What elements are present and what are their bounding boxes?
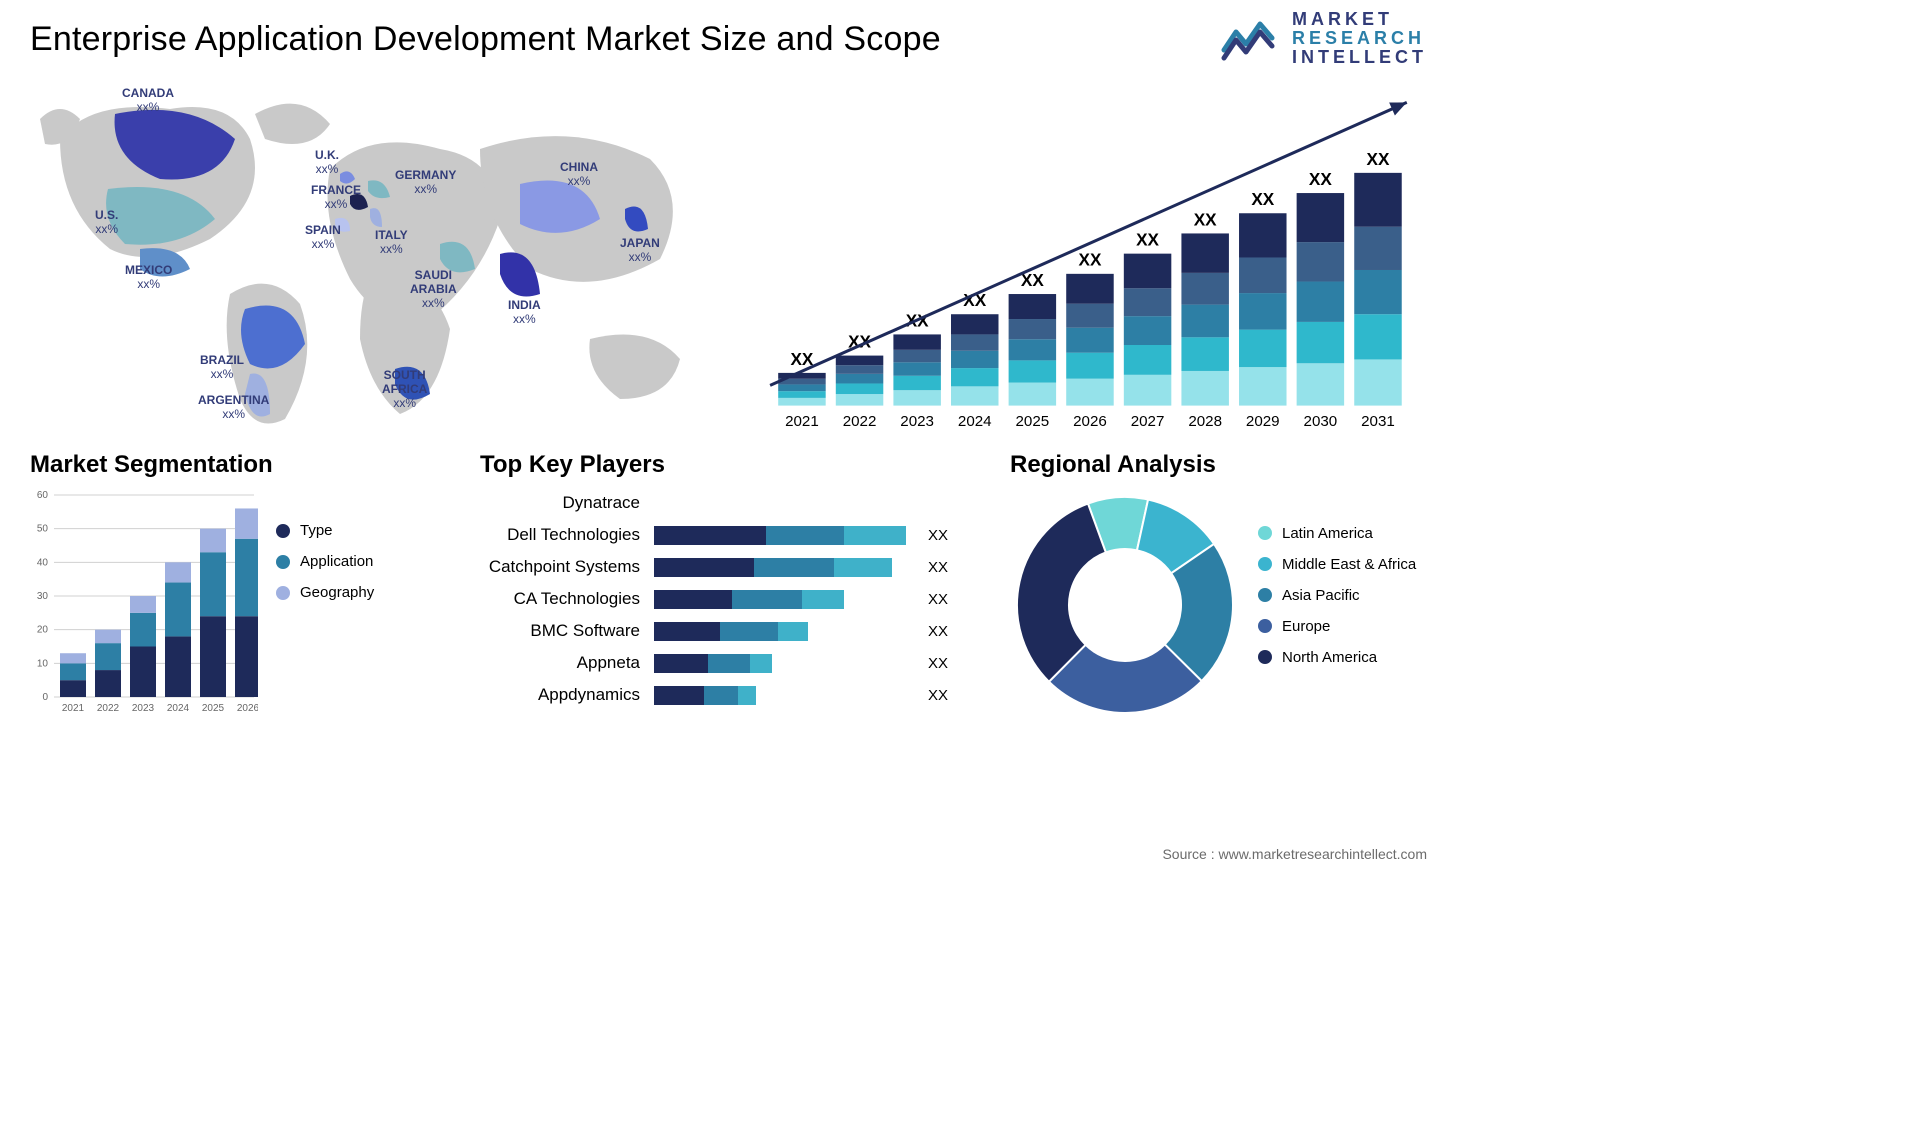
svg-text:20: 20 bbox=[37, 625, 49, 636]
logo-line3: INTELLECT bbox=[1292, 48, 1427, 67]
player-name: Catchpoint Systems bbox=[480, 557, 640, 577]
svg-text:2026: 2026 bbox=[237, 703, 258, 714]
map-label: FRANCExx% bbox=[311, 184, 361, 212]
player-value: XX bbox=[928, 655, 948, 672]
player-row: CA Technologies XX bbox=[480, 583, 980, 615]
player-name: BMC Software bbox=[480, 621, 640, 641]
player-row: Dynatrace bbox=[480, 487, 980, 519]
svg-text:2024: 2024 bbox=[167, 703, 190, 714]
svg-text:XX: XX bbox=[1079, 250, 1102, 270]
map-label: SPAINxx% bbox=[305, 224, 341, 252]
logo-line1: MARKET bbox=[1292, 10, 1427, 29]
map-label: SAUDIARABIAxx% bbox=[410, 269, 457, 310]
player-row: Appneta XX bbox=[480, 647, 980, 679]
legend-item: Europe bbox=[1258, 618, 1416, 635]
market-size-bar-chart: XX2021XX2022XX2023XX2024XX2025XX2026XX20… bbox=[760, 69, 1427, 439]
svg-text:2030: 2030 bbox=[1304, 413, 1338, 430]
player-name: Appneta bbox=[480, 653, 640, 673]
player-value: XX bbox=[928, 527, 948, 544]
key-players-title: Top Key Players bbox=[480, 451, 980, 479]
player-row: BMC Software XX bbox=[480, 615, 980, 647]
svg-text:XX: XX bbox=[1194, 209, 1217, 229]
source-attribution: Source : www.marketresearchintellect.com bbox=[1162, 846, 1427, 862]
svg-text:2021: 2021 bbox=[785, 413, 819, 430]
player-bar bbox=[654, 654, 914, 673]
logo-line2: RESEARCH bbox=[1292, 29, 1427, 48]
svg-text:2025: 2025 bbox=[202, 703, 225, 714]
svg-text:2021: 2021 bbox=[62, 703, 85, 714]
svg-text:2023: 2023 bbox=[132, 703, 155, 714]
world-map: CANADAxx% U.S.xx% MEXICOxx% BRAZILxx% ARGENT… bbox=[30, 69, 730, 439]
player-bar bbox=[654, 590, 914, 609]
map-label: SOUTHAFRICAxx% bbox=[382, 369, 427, 410]
map-label: GERMANYxx% bbox=[395, 169, 456, 197]
player-row: Dell Technologies XX bbox=[480, 519, 980, 551]
svg-text:XX: XX bbox=[1309, 169, 1332, 189]
svg-text:40: 40 bbox=[37, 557, 49, 568]
legend-item: Asia Pacific bbox=[1258, 587, 1416, 604]
svg-text:2025: 2025 bbox=[1016, 413, 1050, 430]
player-value: XX bbox=[928, 591, 948, 608]
key-players-panel: Top Key Players Dynatrace Dell Technologi… bbox=[480, 451, 980, 741]
svg-text:60: 60 bbox=[37, 490, 49, 501]
svg-text:2022: 2022 bbox=[843, 413, 877, 430]
player-value: XX bbox=[928, 687, 948, 704]
svg-text:0: 0 bbox=[42, 692, 48, 703]
brand-logo: MARKET RESEARCH INTELLECT bbox=[1220, 10, 1427, 67]
svg-text:XX: XX bbox=[1251, 189, 1274, 209]
legend-item: Geography bbox=[276, 584, 374, 601]
player-name: Appdynamics bbox=[480, 685, 640, 705]
svg-text:10: 10 bbox=[37, 658, 49, 669]
page-title: Enterprise Application Development Marke… bbox=[30, 20, 1427, 59]
map-label: MEXICOxx% bbox=[125, 264, 172, 292]
svg-text:XX: XX bbox=[1136, 230, 1159, 250]
legend-item: North America bbox=[1258, 649, 1416, 666]
map-label: U.K.xx% bbox=[315, 149, 339, 177]
player-name: Dynatrace bbox=[480, 493, 640, 513]
svg-text:2022: 2022 bbox=[97, 703, 120, 714]
svg-text:30: 30 bbox=[37, 591, 49, 602]
map-label: JAPANxx% bbox=[620, 237, 660, 265]
svg-text:2027: 2027 bbox=[1131, 413, 1165, 430]
brand-mark-icon bbox=[1220, 14, 1282, 62]
map-label: U.S.xx% bbox=[95, 209, 118, 237]
player-row: Catchpoint Systems XX bbox=[480, 551, 980, 583]
svg-text:XX: XX bbox=[1367, 149, 1390, 169]
svg-text:2024: 2024 bbox=[958, 413, 992, 430]
map-label: ITALYxx% bbox=[375, 229, 408, 257]
map-label: ARGENTINAxx% bbox=[198, 394, 269, 422]
svg-text:2029: 2029 bbox=[1246, 413, 1280, 430]
player-bar bbox=[654, 622, 914, 641]
legend-item: Latin America bbox=[1258, 525, 1416, 542]
svg-text:2026: 2026 bbox=[1073, 413, 1107, 430]
svg-text:2023: 2023 bbox=[900, 413, 934, 430]
legend-item: Application bbox=[276, 553, 374, 570]
map-label: CANADAxx% bbox=[122, 87, 174, 115]
player-bar bbox=[654, 526, 914, 545]
player-name: CA Technologies bbox=[480, 589, 640, 609]
player-value: XX bbox=[928, 559, 948, 576]
svg-text:2028: 2028 bbox=[1188, 413, 1222, 430]
legend-item: Middle East & Africa bbox=[1258, 556, 1416, 573]
segmentation-panel: Market Segmentation 0 10 20 30 40 50 60 2021 202… bbox=[30, 451, 450, 741]
player-bar bbox=[654, 558, 914, 577]
player-bar bbox=[654, 686, 914, 705]
player-name: Dell Technologies bbox=[480, 525, 640, 545]
regional-title: Regional Analysis bbox=[1010, 451, 1427, 479]
map-label: INDIAxx% bbox=[508, 299, 541, 327]
segmentation-title: Market Segmentation bbox=[30, 451, 450, 479]
legend-item: Type bbox=[276, 522, 374, 539]
player-value: XX bbox=[928, 623, 948, 640]
svg-text:2031: 2031 bbox=[1361, 413, 1395, 430]
svg-text:50: 50 bbox=[37, 524, 49, 535]
player-row: Appdynamics XX bbox=[480, 679, 980, 711]
map-label: CHINAxx% bbox=[560, 161, 598, 189]
regional-panel: Regional Analysis Latin America Middle Ea… bbox=[1010, 451, 1427, 741]
map-label: BRAZILxx% bbox=[200, 354, 244, 382]
